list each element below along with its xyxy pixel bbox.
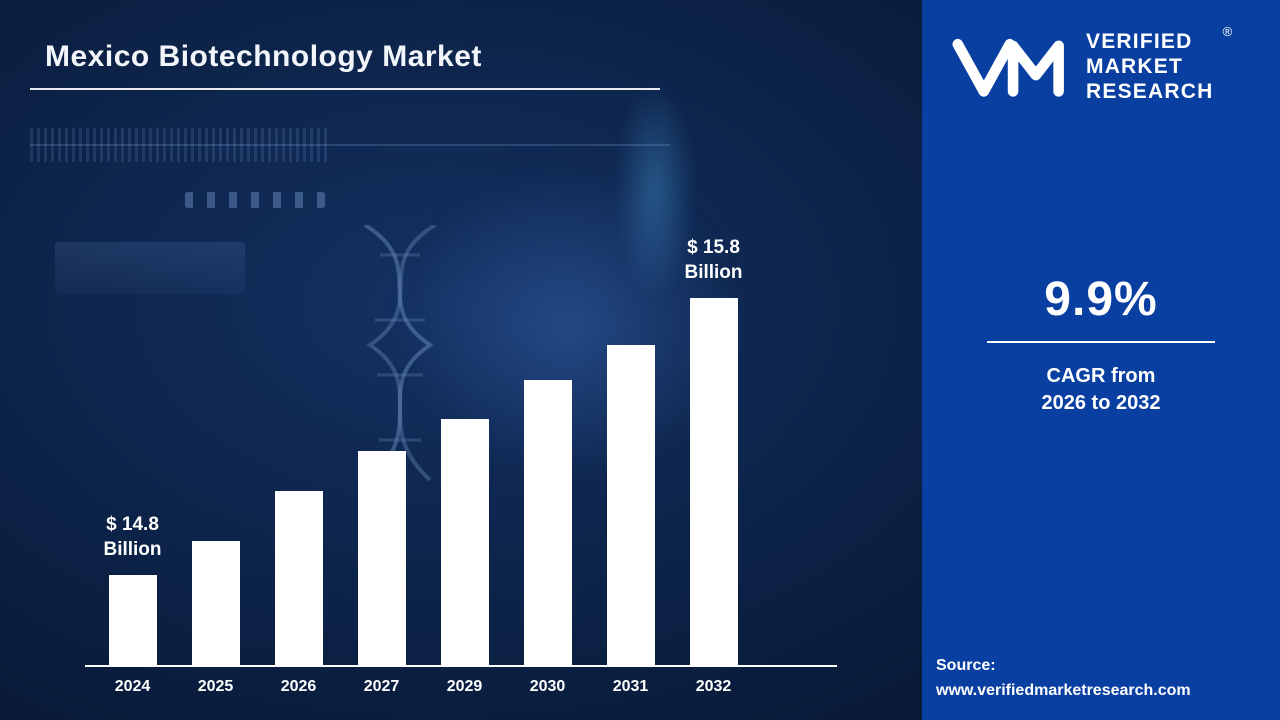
page-header: Mexico Biotechnology Market [30,40,660,90]
background-hud-waveform [30,128,330,162]
info-panel: ® VERIFIED MARKET RESEARCH 9.9% CAGR fro… [922,0,1280,720]
cagr-block: 9.9% CAGR from 2026 to 2032 [922,272,1280,417]
bar-2024 [108,575,157,665]
bar-column [506,380,589,665]
background-light-beam [615,80,695,300]
bar-column [589,345,672,665]
bars-row: $ 14.8 Billion $ 15.8 Billion [85,233,837,667]
x-axis-label: 2032 [695,678,732,695]
x-axis-label: 2024 [114,678,151,695]
chart-section: Mexico Biotechnology Market $ 14.8 Billio… [0,0,922,720]
registered-trademark: ® [1222,24,1234,39]
vmr-monogram-icon [952,39,1064,97]
background-hud-line [30,144,670,146]
bar-column: $ 14.8 Billion [91,512,174,665]
cagr-caption-line-2: 2026 to 2032 [1041,392,1161,415]
source-url-link[interactable]: www.verifiedmarketresearch.com [936,682,1191,700]
x-axis-label: 2025 [197,678,234,695]
bar-2031 [606,345,655,665]
cagr-caption: CAGR from 2026 to 2032 [922,363,1280,417]
page-title: Mexico Biotechnology Market [45,40,482,73]
x-axis-label: 2030 [529,678,566,695]
bar-value-label: $ 14.8 Billion [103,513,162,561]
title-underline [30,88,660,90]
x-axis-label: 2029 [446,678,483,695]
cagr-underline [987,341,1215,344]
year-labels-row: 2024 2025 2026 2027 2029 2030 2031 2032 [85,678,837,696]
cagr-value: 9.9% [1044,273,1158,327]
x-axis-label: 2026 [280,678,317,695]
bar-2030 [523,380,572,665]
vmr-logo: ® VERIFIED MARKET RESEARCH [922,0,1280,104]
bar-2032 [689,298,738,665]
cagr-caption-line-1: CAGR from [1046,365,1156,388]
background-folder-icons [55,242,245,294]
brand-line-3: RESEARCH [1086,79,1214,103]
bar-chart: $ 14.8 Billion $ 15.8 Billion 2024 2025 2026 2… [85,233,837,696]
background-people-icons [185,192,325,208]
bar-2025 [191,541,240,665]
dna-helix-icon [363,225,437,482]
bar-value-label: $ 15.8 Billion [684,236,743,284]
brand-line-2: MARKET [1086,54,1184,78]
bar-2026 [274,491,323,665]
bar-column [257,491,340,665]
x-axis-label: 2027 [363,678,400,695]
brand-text: ® VERIFIED MARKET RESEARCH [1086,24,1232,104]
source-block: Source: www.verifiedmarketresearch.com [936,654,1191,704]
source-label: Source: [936,657,996,675]
bar-2027 [357,451,406,665]
bar-column [423,419,506,665]
x-axis-label: 2031 [612,678,649,695]
brand-line-1: VERIFIED [1086,30,1193,53]
bar-column [174,541,257,665]
bar-column [340,451,423,665]
bar-column: $ 15.8 Billion [672,235,755,665]
bar-2029 [440,419,489,665]
